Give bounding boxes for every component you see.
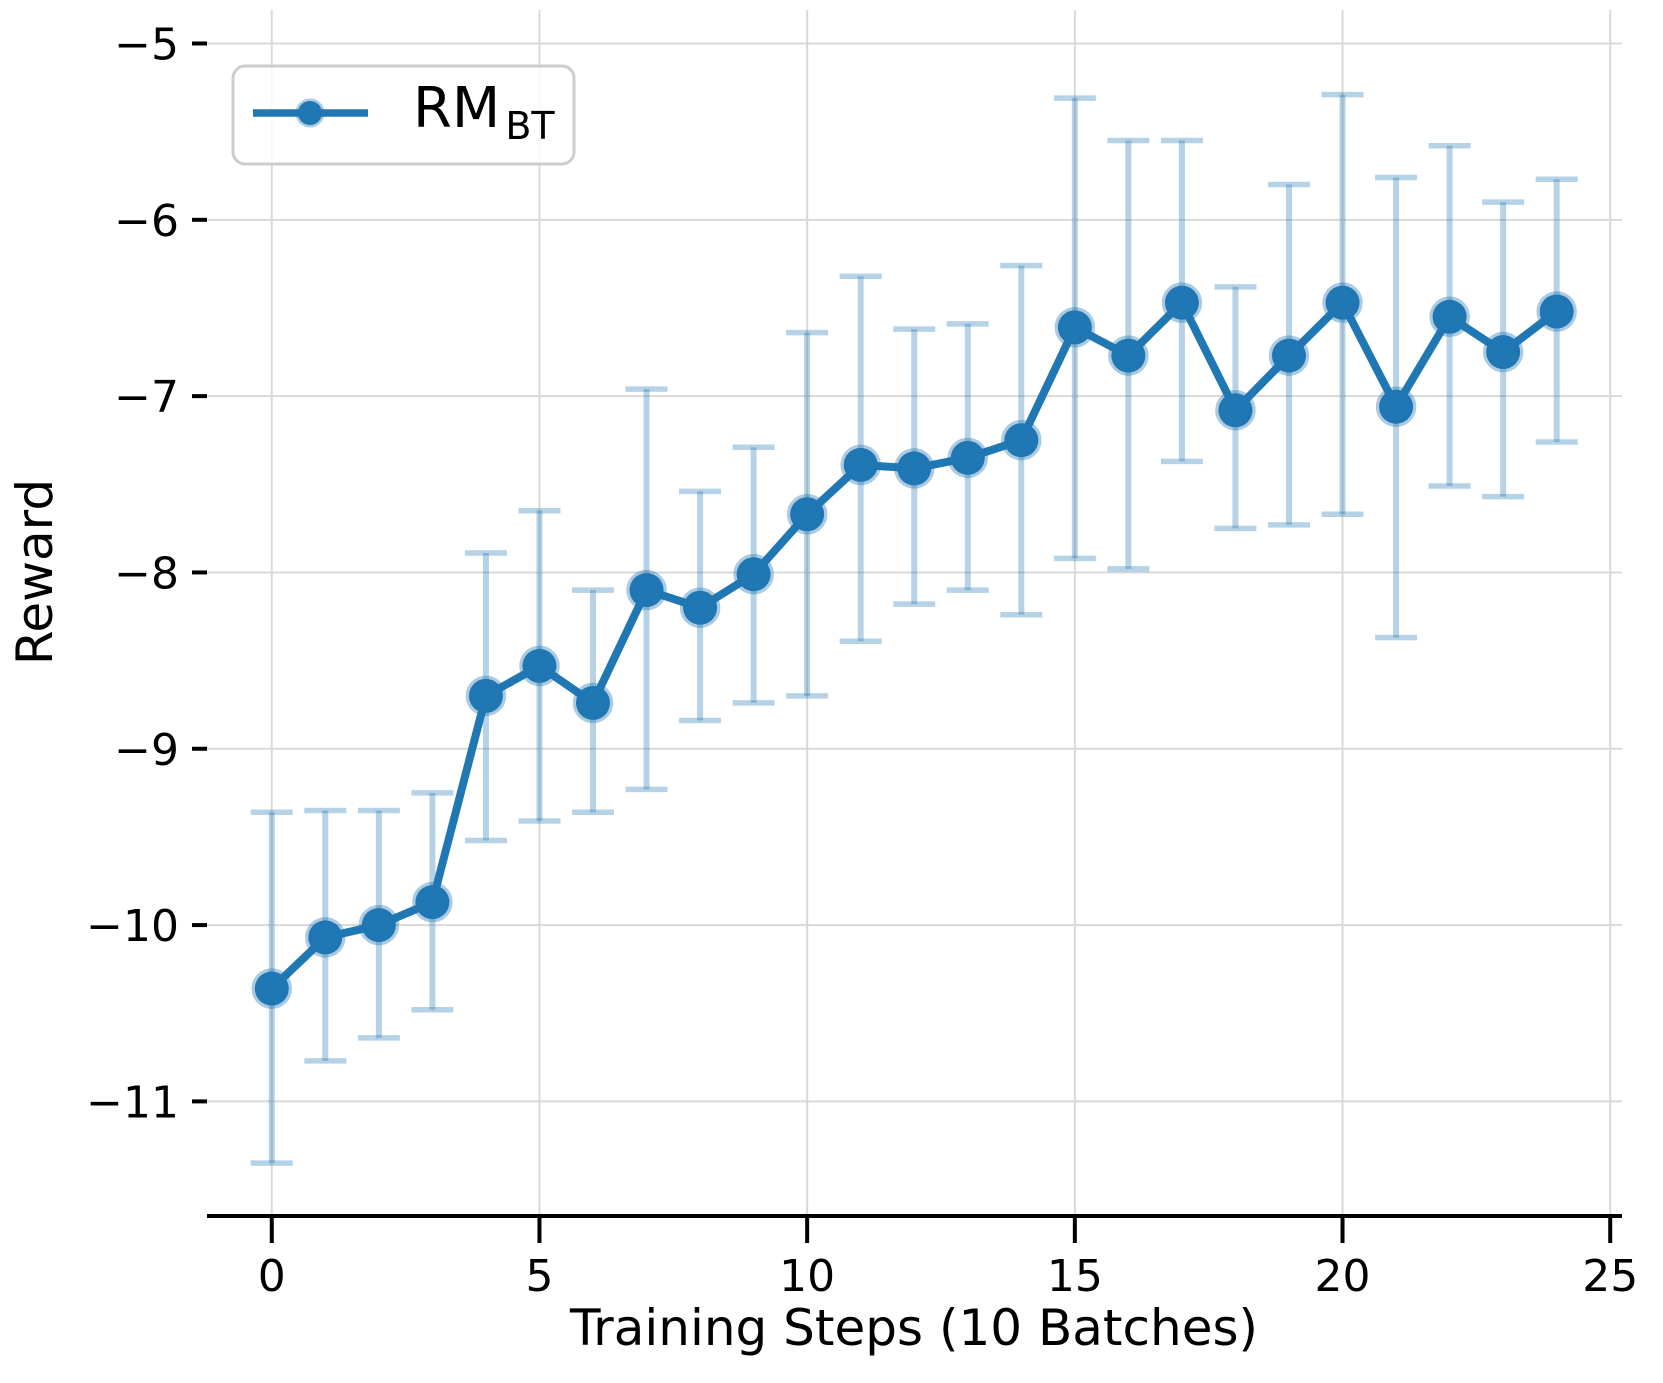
data-point-marker bbox=[305, 917, 346, 958]
y-tick-label: −9 bbox=[114, 725, 179, 776]
y-tick-label: −8 bbox=[114, 548, 179, 599]
legend-sample-marker-icon bbox=[295, 98, 325, 128]
data-point-marker bbox=[840, 444, 881, 486]
data-point-marker bbox=[679, 587, 721, 628]
data-point-marker bbox=[1268, 335, 1310, 376]
data-point-marker bbox=[947, 437, 989, 479]
data-point-marker bbox=[1161, 282, 1203, 323]
legend-box bbox=[231, 64, 576, 166]
error-bars bbox=[250, 91, 1578, 1166]
axis-ticks bbox=[192, 41, 1613, 1243]
data-point-marker bbox=[1375, 386, 1417, 427]
y-tick-label: −11 bbox=[86, 1077, 179, 1128]
x-tick-label: 15 bbox=[1047, 1251, 1103, 1302]
data-point-marker bbox=[519, 645, 560, 687]
data-point-marker bbox=[1536, 291, 1577, 332]
legend-label: RM BT bbox=[413, 76, 555, 148]
x-tick-label: 25 bbox=[1582, 1251, 1638, 1302]
data-point-marker bbox=[1108, 335, 1149, 376]
data-point-markers bbox=[251, 282, 1577, 1009]
gridlines bbox=[207, 10, 1622, 1216]
data-point-marker bbox=[1215, 389, 1256, 431]
x-tick-label: 20 bbox=[1315, 1251, 1371, 1302]
data-point-marker bbox=[893, 448, 935, 489]
y-tick-label: −10 bbox=[86, 901, 179, 952]
x-tick-label: 10 bbox=[779, 1251, 835, 1302]
data-point-marker bbox=[626, 569, 667, 611]
data-point-marker bbox=[1482, 331, 1524, 373]
data-point-marker bbox=[786, 494, 828, 535]
data-point-marker bbox=[1322, 282, 1363, 323]
data-point-marker bbox=[465, 675, 507, 717]
data-point-marker bbox=[572, 682, 614, 724]
x-tick-label: 0 bbox=[258, 1251, 286, 1302]
y-axis-label: Reward bbox=[6, 479, 64, 665]
y-tick-label: −5 bbox=[114, 20, 179, 71]
data-point-marker bbox=[1429, 296, 1470, 338]
y-tick-label: −6 bbox=[114, 196, 179, 247]
legend-label-subscript: BT bbox=[505, 104, 555, 148]
data-point-marker bbox=[251, 968, 293, 1009]
data-point-marker bbox=[733, 553, 774, 595]
data-point-marker bbox=[1001, 419, 1042, 461]
x-tick-label: 5 bbox=[525, 1251, 553, 1302]
tick-labels: 0 5 10 15 20 25 −5 −6 −7 −8 −9 −10 −11 bbox=[86, 20, 1638, 1303]
legend: RM BT bbox=[231, 64, 576, 166]
data-point-marker bbox=[412, 881, 453, 923]
legend-label-main: RM bbox=[413, 76, 500, 141]
data-point-marker bbox=[358, 904, 400, 946]
data-point-marker bbox=[1054, 307, 1096, 348]
x-axis-label: Training Steps (10 Batches) bbox=[569, 1299, 1258, 1357]
y-tick-label: −7 bbox=[114, 372, 179, 423]
